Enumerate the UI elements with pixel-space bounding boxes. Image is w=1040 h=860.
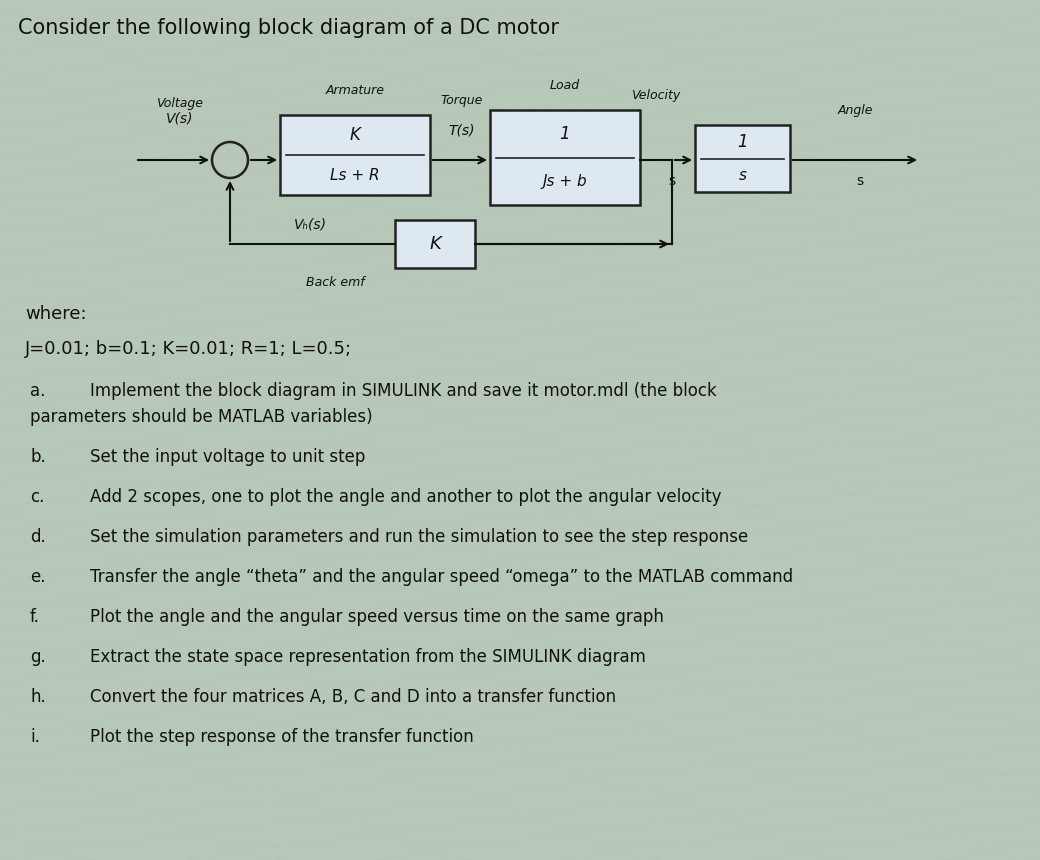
Text: K: K <box>349 126 361 144</box>
Text: T(s): T(s) <box>448 123 475 137</box>
Text: d.: d. <box>30 528 46 546</box>
Text: parameters should be MATLAB variables): parameters should be MATLAB variables) <box>30 408 372 426</box>
Text: Angle: Angle <box>837 104 873 117</box>
Text: Voltage: Voltage <box>156 97 204 110</box>
Text: c.: c. <box>30 488 45 506</box>
Text: s: s <box>669 174 676 188</box>
Text: s: s <box>856 174 863 188</box>
Text: s: s <box>738 168 747 183</box>
Text: e.: e. <box>30 568 46 586</box>
Bar <box>490 110 640 205</box>
Text: Vₕ(s): Vₕ(s) <box>293 218 327 232</box>
Text: g.: g. <box>30 648 46 666</box>
Text: Convert the four matrices A, B, C and D into a transfer function: Convert the four matrices A, B, C and D … <box>90 688 616 706</box>
Bar <box>280 115 430 195</box>
Text: Plot the step response of the transfer function: Plot the step response of the transfer f… <box>90 728 474 746</box>
Text: Armature: Armature <box>326 84 385 97</box>
Text: Add 2 scopes, one to plot the angle and another to plot the angular velocity: Add 2 scopes, one to plot the angle and … <box>90 488 722 506</box>
Text: Set the simulation parameters and run the simulation to see the step response: Set the simulation parameters and run th… <box>90 528 748 546</box>
Text: V(s): V(s) <box>166 111 193 125</box>
Text: Js + b: Js + b <box>543 174 588 188</box>
Text: 1: 1 <box>560 125 570 143</box>
Text: Transfer the angle “theta” and the angular speed “omega” to the MATLAB command: Transfer the angle “theta” and the angul… <box>90 568 794 586</box>
Text: Set the input voltage to unit step: Set the input voltage to unit step <box>90 448 365 466</box>
Text: K: K <box>430 235 441 253</box>
Text: h.: h. <box>30 688 46 706</box>
Bar <box>695 125 790 192</box>
Text: Plot the angle and the angular speed versus time on the same graph: Plot the angle and the angular speed ver… <box>90 608 664 626</box>
Bar <box>395 220 475 268</box>
Text: Velocity: Velocity <box>631 89 680 102</box>
Text: J=0.01; b=0.1; K=0.01; R=1; L=0.5;: J=0.01; b=0.1; K=0.01; R=1; L=0.5; <box>25 340 353 358</box>
Text: Implement the block diagram in SIMULINK and save it motor.mdl (the block: Implement the block diagram in SIMULINK … <box>90 382 717 400</box>
Text: Consider the following block diagram of a DC motor: Consider the following block diagram of … <box>18 18 560 38</box>
Text: b.: b. <box>30 448 46 466</box>
Text: where:: where: <box>25 305 86 323</box>
Text: 1: 1 <box>737 132 748 150</box>
Text: i.: i. <box>30 728 40 746</box>
Text: Torque: Torque <box>441 94 484 107</box>
Text: a.: a. <box>30 382 46 400</box>
Text: Load: Load <box>550 79 580 92</box>
Text: Ls + R: Ls + R <box>330 168 380 182</box>
Text: Back emf: Back emf <box>306 276 364 289</box>
Text: f.: f. <box>30 608 40 626</box>
Text: Extract the state space representation from the SIMULINK diagram: Extract the state space representation f… <box>90 648 646 666</box>
